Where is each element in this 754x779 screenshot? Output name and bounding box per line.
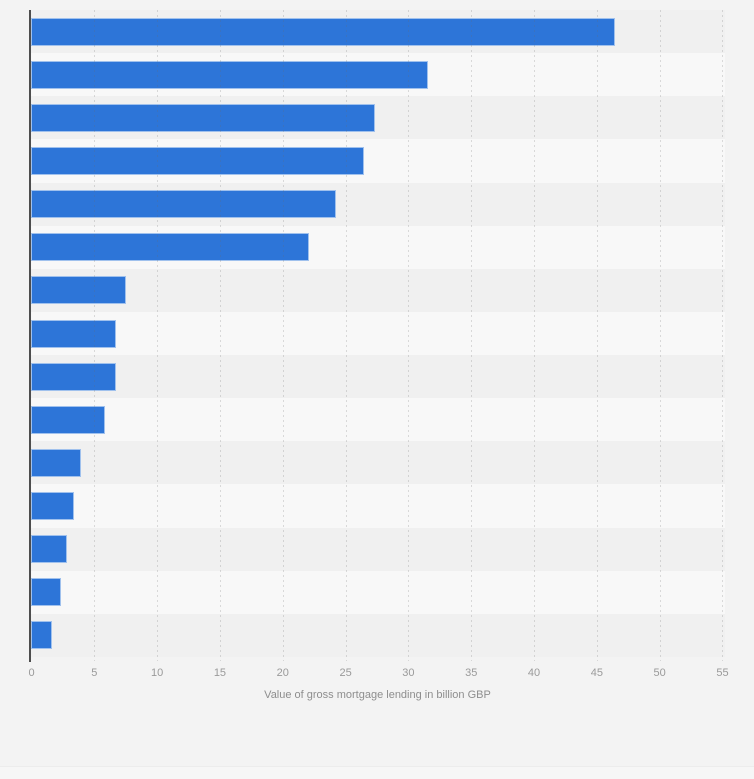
gridline [471, 10, 473, 661]
row-stripe [30, 398, 725, 442]
gridline [408, 10, 410, 661]
footer-strip [0, 766, 754, 779]
bar[interactable] [31, 103, 376, 132]
bar[interactable] [31, 578, 62, 607]
x-tick-label: 50 [653, 667, 666, 679]
row-stripe [30, 355, 725, 399]
gridline [219, 10, 221, 661]
bar[interactable] [31, 190, 337, 219]
row-stripe [30, 527, 725, 571]
row-stripe [30, 441, 725, 485]
x-tick-label: 40 [527, 667, 541, 679]
x-tick-label: 15 [213, 667, 227, 679]
gridline [596, 10, 598, 661]
x-tick-label: 25 [339, 667, 352, 679]
gridline [722, 10, 724, 661]
gridline [157, 10, 159, 661]
bar[interactable] [31, 146, 364, 175]
gridline [94, 10, 96, 661]
x-tick-label: 10 [151, 667, 164, 679]
bar[interactable] [31, 17, 616, 46]
x-tick-label: 35 [465, 667, 478, 679]
bar[interactable] [31, 60, 428, 89]
gridline [659, 10, 661, 661]
bar[interactable] [31, 621, 53, 650]
bar[interactable] [31, 535, 68, 564]
gridline [534, 10, 536, 661]
x-axis-title: Value of gross mortgage lending in billi… [264, 689, 491, 701]
row-stripe [30, 311, 725, 356]
bar[interactable] [31, 492, 74, 521]
row-stripe [30, 268, 725, 312]
x-tick-label: 55 [716, 667, 729, 679]
x-tick-label: 20 [276, 667, 289, 679]
row-stripe [30, 484, 725, 528]
x-tick-label: 5 [91, 667, 98, 679]
bar[interactable] [31, 448, 82, 477]
gridline [345, 10, 347, 661]
bar[interactable] [31, 276, 127, 305]
row-stripe [30, 613, 725, 657]
gridline [282, 10, 284, 661]
bar[interactable] [31, 319, 117, 348]
x-tick-label: 0 [28, 667, 35, 679]
x-tick-label: 45 [590, 667, 603, 679]
y-axis-line [29, 10, 31, 662]
bar[interactable] [31, 362, 117, 391]
bar[interactable] [31, 233, 309, 262]
bar[interactable] [31, 405, 106, 434]
plot-area [30, 10, 725, 657]
row-stripe [30, 570, 725, 614]
x-tick-label: 30 [402, 667, 415, 679]
